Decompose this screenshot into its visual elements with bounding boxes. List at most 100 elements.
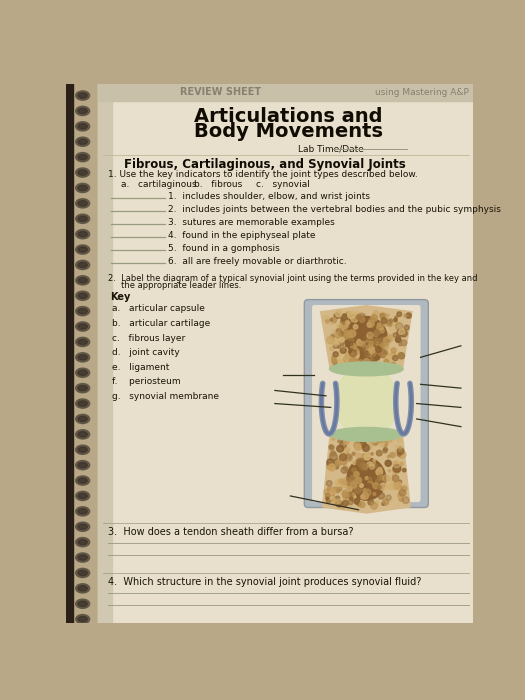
Circle shape — [402, 497, 409, 503]
Circle shape — [387, 484, 394, 490]
Circle shape — [392, 320, 398, 326]
Circle shape — [401, 340, 407, 346]
Circle shape — [354, 472, 359, 477]
Circle shape — [337, 445, 343, 452]
Circle shape — [343, 496, 349, 502]
Circle shape — [384, 324, 386, 326]
Ellipse shape — [76, 153, 90, 162]
Circle shape — [345, 454, 352, 461]
Ellipse shape — [78, 447, 87, 452]
Circle shape — [386, 495, 391, 500]
Circle shape — [356, 340, 363, 346]
Circle shape — [371, 315, 377, 321]
Text: REVIEW SHEET: REVIEW SHEET — [180, 88, 261, 97]
Circle shape — [330, 318, 333, 321]
Circle shape — [339, 479, 344, 484]
Circle shape — [347, 330, 353, 337]
Circle shape — [356, 356, 359, 358]
Circle shape — [343, 328, 346, 332]
Circle shape — [379, 475, 384, 480]
Circle shape — [335, 479, 343, 486]
Circle shape — [401, 330, 407, 337]
Circle shape — [368, 321, 374, 327]
Circle shape — [387, 340, 390, 342]
Circle shape — [336, 329, 342, 335]
Circle shape — [386, 320, 393, 326]
Text: 6.  all are freely movable or diarthrotic.: 6. all are freely movable or diarthrotic… — [168, 258, 346, 267]
Circle shape — [330, 453, 337, 461]
Circle shape — [388, 470, 391, 472]
Text: e.   ligament: e. ligament — [112, 363, 170, 372]
Circle shape — [355, 477, 362, 484]
Ellipse shape — [78, 139, 87, 144]
Ellipse shape — [76, 260, 90, 270]
Text: 5.  found in a gomphosis: 5. found in a gomphosis — [168, 244, 280, 253]
Ellipse shape — [76, 430, 90, 439]
Circle shape — [350, 477, 354, 482]
Circle shape — [393, 466, 400, 473]
Circle shape — [351, 482, 356, 488]
Circle shape — [406, 313, 411, 319]
Circle shape — [369, 477, 372, 480]
Circle shape — [347, 447, 350, 449]
Circle shape — [364, 350, 372, 356]
Circle shape — [332, 329, 335, 332]
Circle shape — [334, 313, 340, 319]
Circle shape — [399, 489, 406, 496]
Circle shape — [341, 454, 346, 458]
Circle shape — [351, 348, 356, 352]
Circle shape — [404, 325, 409, 330]
PathPatch shape — [320, 305, 413, 369]
Circle shape — [398, 493, 403, 498]
Ellipse shape — [78, 601, 87, 606]
Circle shape — [399, 446, 402, 449]
Circle shape — [367, 332, 373, 338]
Circle shape — [378, 440, 385, 446]
Circle shape — [354, 486, 362, 493]
Circle shape — [330, 346, 334, 351]
Circle shape — [371, 436, 377, 442]
Circle shape — [334, 458, 341, 466]
Circle shape — [350, 360, 354, 363]
Circle shape — [359, 502, 365, 508]
Circle shape — [332, 499, 338, 505]
Circle shape — [399, 329, 405, 335]
Ellipse shape — [76, 461, 90, 470]
Ellipse shape — [347, 458, 386, 500]
Ellipse shape — [78, 247, 87, 252]
Circle shape — [382, 502, 385, 505]
Ellipse shape — [78, 478, 87, 483]
Circle shape — [351, 496, 356, 501]
Ellipse shape — [78, 340, 87, 344]
Circle shape — [340, 337, 344, 342]
Ellipse shape — [78, 216, 87, 221]
Circle shape — [341, 319, 346, 324]
Ellipse shape — [76, 584, 90, 593]
Circle shape — [394, 318, 397, 322]
Ellipse shape — [78, 524, 87, 529]
Ellipse shape — [78, 186, 87, 190]
Text: d.   joint cavity: d. joint cavity — [112, 348, 180, 357]
Circle shape — [393, 332, 397, 337]
Circle shape — [385, 360, 387, 363]
Circle shape — [404, 314, 407, 317]
Circle shape — [332, 438, 335, 440]
Circle shape — [345, 321, 350, 325]
Bar — [98, 84, 112, 623]
Circle shape — [340, 348, 346, 354]
Circle shape — [366, 462, 373, 469]
Ellipse shape — [76, 322, 90, 331]
Circle shape — [327, 487, 331, 491]
FancyBboxPatch shape — [312, 305, 421, 502]
Circle shape — [383, 337, 390, 344]
Circle shape — [371, 453, 373, 455]
Circle shape — [341, 314, 348, 321]
Circle shape — [335, 489, 340, 493]
Circle shape — [329, 486, 334, 491]
Text: b.   articular cartilage: b. articular cartilage — [112, 319, 211, 328]
Circle shape — [353, 349, 359, 355]
Circle shape — [336, 496, 340, 500]
Circle shape — [343, 492, 349, 498]
Ellipse shape — [78, 494, 87, 498]
Circle shape — [340, 332, 346, 339]
